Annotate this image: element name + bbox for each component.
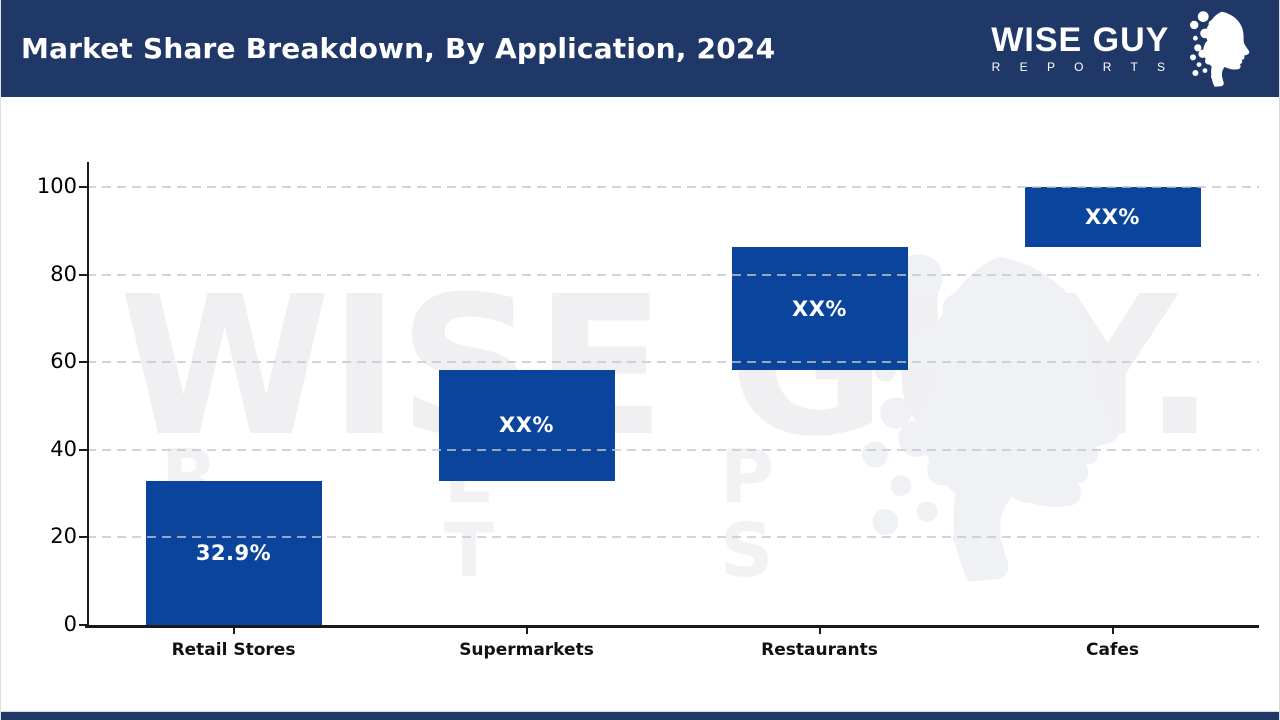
x-tick-mark-restaurants	[818, 625, 821, 634]
bar-retail-stores: 32.9%	[145, 480, 322, 625]
bar-value-label: XX%	[499, 413, 554, 438]
wiseguy-logo-name: WISE GUY	[991, 21, 1170, 59]
wiseguy-logo-text: WISE GUY R E P O R T S	[988, 23, 1173, 74]
x-tick-mark-supermarkets	[525, 625, 528, 634]
x-axis-label-restaurants: Restaurants	[761, 640, 878, 660]
footer-hairline	[1, 711, 1279, 712]
y-tick-mark-20	[79, 536, 87, 539]
gridline-20	[87, 536, 1259, 539]
watermark-text: WISE GUY.	[119, 256, 1216, 479]
page-title: Market Share Breakdown, By Application, …	[21, 32, 776, 65]
bar-cafes: XX%	[1024, 187, 1201, 248]
x-axis-spine	[85, 625, 1259, 628]
x-axis-label-retail-stores: Retail Stores	[171, 640, 296, 660]
y-tick-label-100: 100	[36, 174, 77, 198]
x-axis-label-supermarkets: Supermarkets	[459, 640, 594, 660]
y-tick-label-20: 20	[50, 524, 77, 549]
y-tick-label-60: 60	[50, 349, 77, 374]
gridline-80	[87, 273, 1259, 276]
bar-value-label: XX%	[792, 296, 847, 321]
gridline-100	[87, 186, 1259, 188]
y-tick-mark-40	[79, 448, 87, 451]
y-tick-label-40: 40	[50, 436, 77, 461]
y-tick-label-0: 0	[63, 612, 77, 636]
bar-restaurants: XX%	[731, 247, 908, 371]
wiseguy-logo-reports: R E P O R T S	[991, 60, 1173, 74]
y-tick-mark-60	[79, 361, 87, 364]
y-axis-spine	[87, 162, 89, 625]
footer-bar	[1, 712, 1279, 720]
x-tick-mark-retail-stores	[232, 625, 235, 634]
y-tick-label-80: 80	[50, 261, 77, 286]
x-tick-mark-cafes	[1111, 625, 1114, 634]
bar-supermarkets: XX%	[438, 370, 615, 481]
y-tick-mark-80	[79, 273, 87, 276]
wiseguy-logo: WISE GUY R E P O R T S	[988, 7, 1279, 91]
wiseguy-head-icon	[1190, 10, 1250, 87]
watermark-subtext: R E P O R T S	[161, 434, 1163, 594]
y-tick-mark-0	[79, 624, 87, 626]
bar-value-label: XX%	[1085, 205, 1140, 230]
gridline-60	[87, 361, 1259, 364]
gridline-40	[87, 448, 1259, 451]
header-bar: Market Share Breakdown, By Application, …	[1, 0, 1279, 97]
y-tick-mark-100	[79, 186, 87, 188]
bar-value-label: 32.9%	[195, 540, 272, 565]
x-axis-label-cafes: Cafes	[1086, 640, 1139, 660]
